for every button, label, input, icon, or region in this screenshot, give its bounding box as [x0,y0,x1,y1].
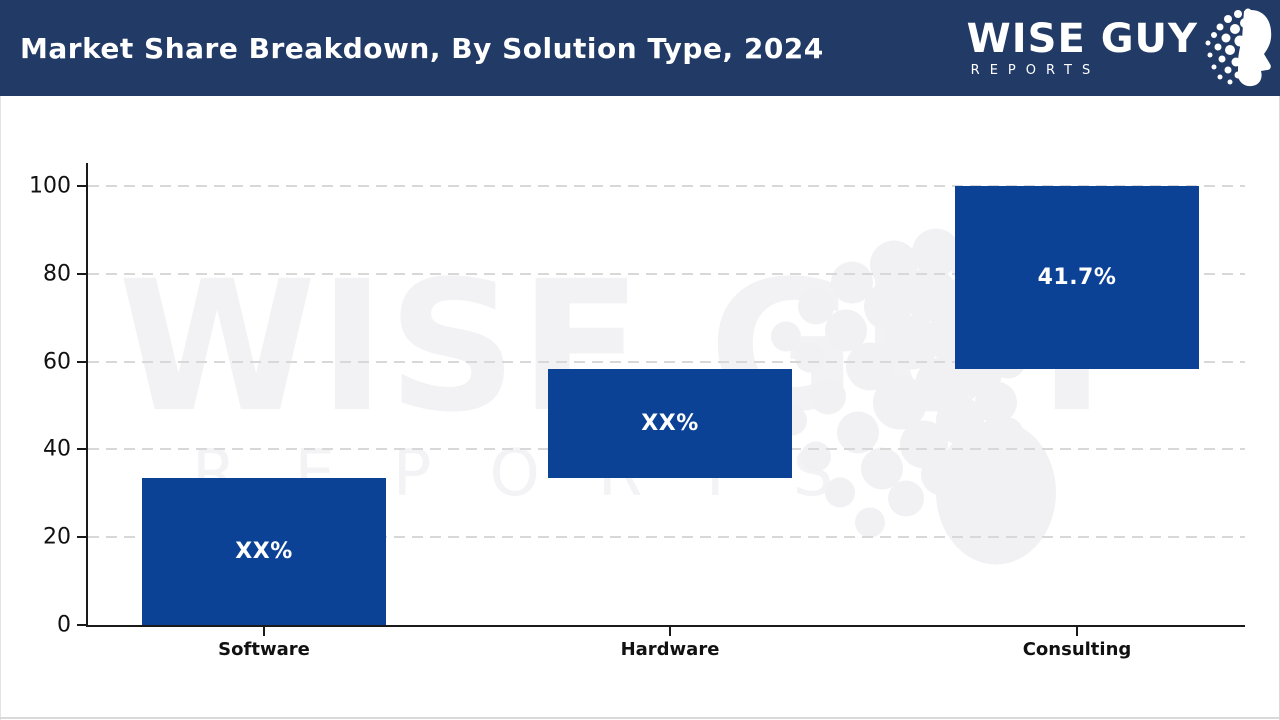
y-axis-tick [77,360,86,363]
chart-title: Market Share Breakdown, By Solution Type… [20,31,824,65]
bottom-edge-line [0,717,1280,719]
y-axis-tick-label: 20 [43,524,71,550]
x-axis-category-label: Software [218,639,310,660]
waterfall-bar-hardware: XX% [548,369,792,478]
logo-wordmark: WISE GUY [966,15,1198,62]
gridline [88,360,1245,363]
waterfall-bar-consulting: 41.7% [955,186,1199,370]
y-axis-tick-label: 100 [29,173,71,199]
y-axis-tick-label: 0 [57,612,71,638]
logo-text: WISE GUY REPORTS [967,19,1198,78]
bar-value-label: 41.7% [1037,265,1117,291]
y-axis-tick-label: 60 [43,349,71,375]
watermark-face-icon [762,228,1056,565]
x-axis-category-label: Hardware [620,639,720,660]
x-axis-line [86,625,1245,627]
left-edge-line [0,96,1,720]
y-axis-tick-label: 80 [43,261,71,287]
bar-value-label: XX% [235,538,293,564]
wiseguy-logo: WISE GUY REPORTS [967,4,1274,92]
gridline [88,536,1245,539]
x-axis-tick [669,627,671,636]
y-axis-tick [77,536,86,539]
y-axis-tick [77,272,86,275]
y-axis-tick [77,624,86,626]
y-axis-tick [77,448,86,451]
gridline [88,272,1245,275]
waterfall-bar-software: XX% [142,477,386,625]
bar-value-label: XX% [641,410,699,436]
y-axis-tick [77,185,86,187]
x-axis-tick [1076,627,1078,636]
y-axis-tick-label: 40 [43,436,71,462]
x-axis-tick [263,627,265,636]
logo-face-icon [1205,8,1272,87]
gridline [88,185,1245,187]
logo-subtext: REPORTS [970,62,1101,78]
y-axis-line [86,163,88,627]
header: Market Share Breakdown, By Solution Type… [0,0,1280,96]
x-axis-category-label: Consulting [1022,639,1132,660]
